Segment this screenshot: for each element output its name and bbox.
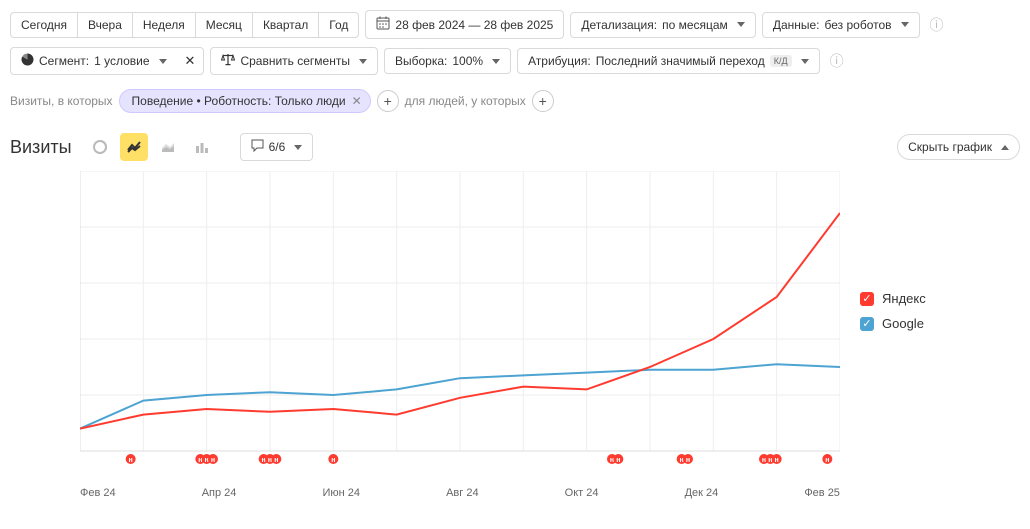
segment-clear[interactable]: ✕ — [177, 47, 205, 75]
x-axis-label: Окт 24 — [565, 487, 599, 499]
tab-month[interactable]: Месяц — [195, 12, 252, 38]
tab-today[interactable]: Сегодня — [10, 12, 77, 38]
legend-label: Яндекс — [882, 291, 926, 306]
x-axis-label: Фев 24 — [80, 487, 116, 499]
svg-text:н: н — [825, 457, 829, 464]
legend-item-google[interactable]: ✓ Google — [860, 316, 926, 331]
add-visit-condition[interactable]: + — [377, 90, 399, 112]
help-icon[interactable]: ⓘ — [930, 15, 944, 35]
add-people-condition[interactable]: + — [532, 90, 554, 112]
chart-svg: нннннннннннннннн — [80, 171, 840, 471]
chat-icon — [251, 139, 264, 155]
hide-chart-button[interactable]: Скрыть график — [897, 134, 1020, 160]
date-range-text: 28 фев 2024 — 28 фев 2025 — [395, 18, 553, 32]
legend-label: Google — [882, 316, 924, 331]
compare-label: Сравнить сегменты — [240, 54, 350, 68]
attribution-value: Последний значимый переход — [596, 54, 765, 68]
area-view-icon[interactable] — [154, 133, 182, 161]
x-axis-label: Фев 25 — [804, 487, 840, 499]
bar-view-icon[interactable] — [188, 133, 216, 161]
segment-group: Сегмент: 1 условие ✕ — [10, 47, 204, 75]
x-axis-label: Июн 24 — [322, 487, 360, 499]
line-view-icon[interactable] — [120, 133, 148, 161]
sample-value: 100% — [452, 54, 483, 68]
data-dropdown[interactable]: Данные: без роботов — [762, 12, 920, 38]
svg-text:н: н — [211, 457, 215, 464]
sample-dropdown[interactable]: Выборка: 100% — [384, 48, 511, 74]
detail-value: по месяцам — [662, 18, 728, 32]
plus-icon: + — [384, 93, 392, 109]
chip-text: Поведение • Роботность: Только люди — [132, 94, 346, 108]
data-label: Данные: — [773, 18, 820, 32]
data-value: без роботов — [825, 18, 892, 32]
x-axis-label: Авг 24 — [446, 487, 478, 499]
x-axis-label: Апр 24 — [202, 487, 237, 499]
svg-text:н: н — [775, 457, 779, 464]
tab-year[interactable]: Год — [318, 12, 359, 38]
chart-x-axis: Фев 24 Апр 24 Июн 24 Авг 24 Окт 24 Дек 24 Фев … — [80, 487, 840, 499]
legend-item-yandex[interactable]: ✓ Яндекс — [860, 291, 926, 306]
tab-week[interactable]: Неделя — [132, 12, 195, 38]
plus-icon: + — [539, 93, 547, 109]
visits-filter-prefix: Визиты, в которых — [10, 94, 113, 108]
legend-swatch: ✓ — [860, 317, 874, 331]
detail-label: Детализация: — [581, 18, 657, 32]
tab-yesterday[interactable]: Вчера — [77, 12, 132, 38]
segment-dropdown[interactable]: Сегмент: 1 условие — [10, 47, 177, 75]
sample-label: Выборка: — [395, 54, 447, 68]
svg-text:н: н — [129, 457, 133, 464]
x-axis-label: Дек 24 — [685, 487, 719, 499]
svg-text:н: н — [616, 457, 620, 464]
close-icon: ✕ — [185, 53, 196, 69]
period-tabs: Сегодня Вчера Неделя Месяц Квартал Год — [10, 12, 359, 38]
chart-legend: ✓ Яндекс ✓ Google — [860, 291, 926, 481]
date-range-picker[interactable]: 28 фев 2024 — 28 фев 2025 — [365, 10, 564, 39]
legend-swatch: ✓ — [860, 292, 874, 306]
chip-remove-icon[interactable]: ✕ — [352, 94, 362, 108]
line-chart: нннннннннннннннн — [80, 171, 840, 481]
donut-view-icon[interactable] — [86, 133, 114, 161]
svg-text:н: н — [331, 457, 335, 464]
svg-text:н: н — [274, 457, 278, 464]
hide-chart-label: Скрыть график — [908, 140, 992, 154]
segment-value: 1 условие — [94, 54, 149, 68]
series-count: 6/6 — [269, 140, 286, 154]
series-selector[interactable]: 6/6 — [240, 133, 314, 161]
detail-dropdown[interactable]: Детализация: по месяцам — [570, 12, 755, 38]
scales-icon — [221, 53, 235, 69]
filter-chip-behavior[interactable]: Поведение • Роботность: Только люди ✕ — [119, 89, 371, 113]
kd-badge: К/Д — [770, 55, 792, 67]
attribution-label: Атрибуция: — [528, 54, 591, 68]
help-icon[interactable]: ⓘ — [830, 51, 844, 71]
segment-label: Сегмент: — [39, 54, 89, 68]
pie-icon — [21, 53, 34, 69]
people-filter-label: для людей, у которых — [405, 94, 526, 108]
tab-quarter[interactable]: Квартал — [252, 12, 318, 38]
compare-dropdown[interactable]: Сравнить сегменты — [210, 47, 378, 75]
attribution-dropdown[interactable]: Атрибуция: Последний значимый переход К/… — [517, 48, 820, 74]
svg-text:н: н — [686, 457, 690, 464]
page-title: Визиты — [10, 137, 72, 158]
calendar-icon — [376, 16, 390, 33]
